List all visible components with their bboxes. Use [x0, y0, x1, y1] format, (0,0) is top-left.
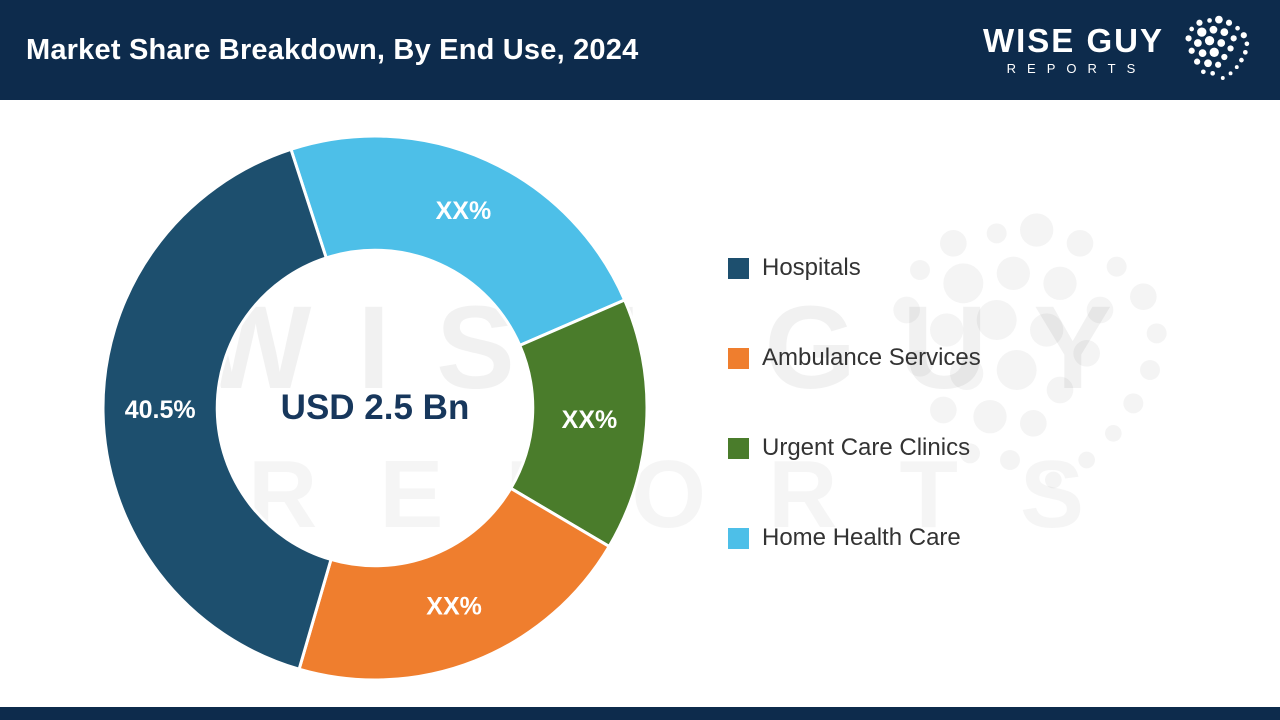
donut-segment-hospitals [101, 147, 333, 672]
brand-head-icon [1185, 15, 1250, 80]
donut-chart: XX% XX% XX% 40.5% [101, 134, 649, 682]
legend-item-urgent-care-clinics: Urgent Care Clinics [728, 432, 981, 464]
donut-segment-label-urgent-care-clinics: XX% [562, 406, 618, 434]
brand-logo-text: WISE GUY REPORTS [983, 24, 1164, 76]
footer-bar [0, 707, 1280, 720]
donut-segment-label-home-health-care: XX% [436, 197, 492, 225]
watermark-text-2: REPORTS [248, 440, 1146, 550]
legend-item-ambulance-services: Ambulance Services [728, 342, 981, 374]
legend-swatch-ambulance-services [728, 347, 749, 369]
page-title: Market Share Breakdown, By End Use, 2024 [26, 33, 639, 66]
donut-center-value: USD 2.5 Bn [280, 388, 470, 427]
legend-label: Ambulance Services [762, 344, 981, 371]
watermark-text-1: WISE GUY [200, 282, 1159, 414]
donut-segment-label-ambulance-services: XX% [426, 592, 482, 620]
legend-item-home-health-care: Home Health Care [728, 522, 981, 554]
header-bar: Market Share Breakdown, By End Use, 2024… [0, 0, 1280, 100]
donut-segment-ambulance-services [297, 486, 612, 682]
brand-name: WISE GUY [982, 22, 1164, 59]
legend-label: Home Health Care [762, 524, 961, 551]
donut-segment-label-hospitals: 40.5% [125, 396, 196, 424]
legend: Hospitals Ambulance Services Urgent Care C… [728, 252, 981, 612]
legend-swatch-hospitals [728, 257, 749, 279]
brand-logo: WISE GUY REPORTS [983, 15, 1254, 85]
donut-segment-home-health-care [289, 134, 627, 348]
legend-item-hospitals: Hospitals [728, 252, 981, 284]
legend-label: Urgent Care Clinics [762, 434, 971, 461]
legend-label: Hospitals [762, 254, 861, 281]
chart-area: WISE GUY REPORTS XX% XX% XX% 40.5% USD 2.5 … [0, 100, 1280, 707]
legend-swatch-home-health-care [728, 527, 749, 549]
brand-subtitle: REPORTS [1006, 61, 1147, 76]
legend-swatch-urgent-care-clinics [728, 437, 749, 459]
